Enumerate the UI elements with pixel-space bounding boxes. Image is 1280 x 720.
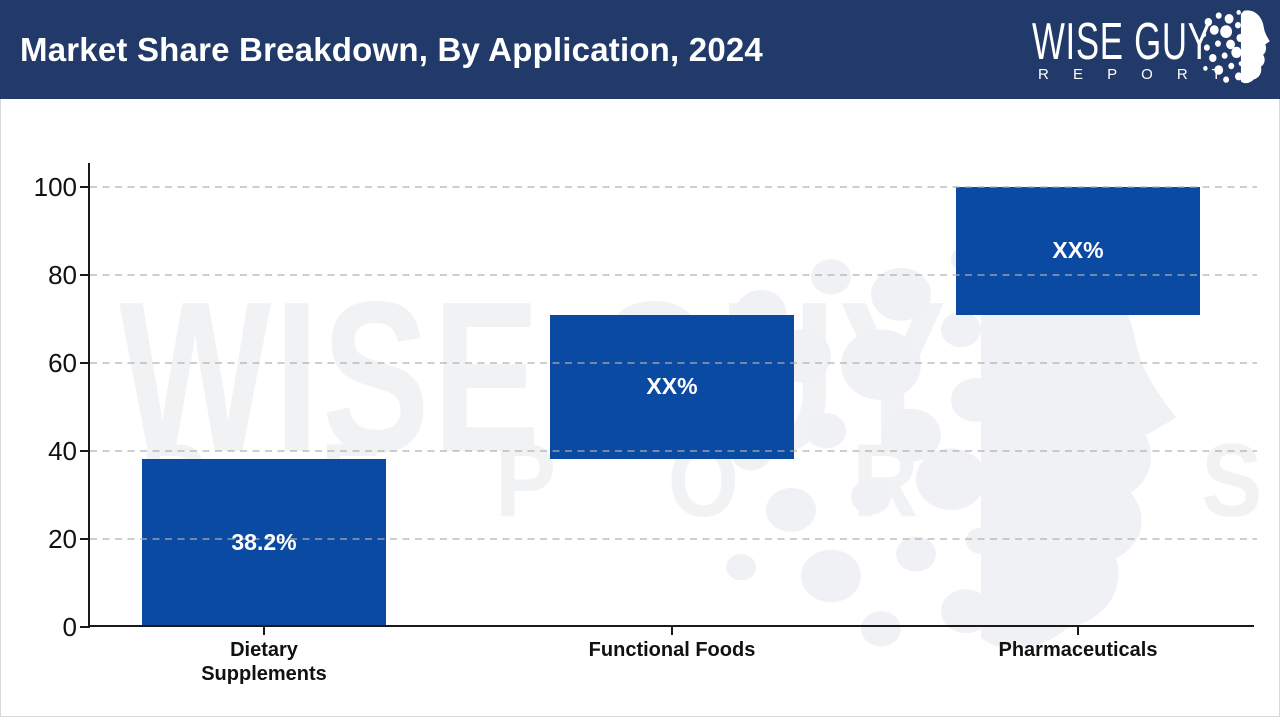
x-axis-tick-0: [263, 627, 265, 635]
gridline-60: [90, 362, 1257, 364]
logo-wordmark: WISE GUY: [1032, 13, 1212, 71]
y-axis-label-20: 20: [48, 524, 77, 554]
y-axis-tick-60: [80, 362, 88, 364]
gridline-40: [90, 450, 1257, 452]
bar-value-label-2: XX%: [1052, 237, 1104, 264]
gridline-100: [90, 186, 1257, 188]
y-axis-label-0: 0: [62, 612, 77, 642]
bar-chart-plot: 0 20 40 60 80 100 38.2% Dietary Supplements XX% F…: [1, 99, 1279, 716]
gridline-80: [90, 274, 1257, 276]
bar-1: [550, 314, 794, 459]
page-title: Market Share Breakdown, By Application, …: [20, 30, 763, 68]
logo-face-icon: [1198, 6, 1272, 86]
y-axis-label-80: 80: [48, 260, 77, 290]
y-axis-line: [88, 163, 90, 628]
logo-subtext: R E P O R T S: [1038, 66, 1265, 83]
y-axis-tick-40: [80, 450, 88, 452]
x-axis-label-2: Pharmaceuticals: [998, 639, 1158, 661]
y-axis-label-100: 100: [33, 172, 77, 202]
header: Market Share Breakdown, By Application, …: [0, 0, 1280, 99]
x-axis-label-0: Dietary Supplements: [201, 639, 327, 685]
wiseguy-logo: WISE GUY R E P O R T S: [1022, 0, 1274, 99]
y-axis-tick-0: [80, 626, 88, 628]
gridline-20: [90, 538, 1257, 540]
x-axis-line: [88, 625, 1254, 627]
y-axis-label-60: 60: [48, 348, 77, 378]
y-axis-label-40: 40: [48, 436, 77, 466]
y-axis-tick-80: [80, 274, 88, 276]
chart-area: WISE GUY R E P O R T S 0 20 40 60 80 100 38.2%…: [1, 99, 1279, 716]
bar-0: [142, 458, 386, 627]
bar-2: [956, 187, 1200, 315]
x-axis-label-1: Functional Foods: [588, 639, 756, 661]
y-axis-tick-20: [80, 538, 88, 540]
y-axis-tick-100: [80, 186, 88, 188]
x-axis-tick-1: [671, 627, 673, 635]
bar-value-label-1: XX%: [646, 373, 698, 400]
x-axis-tick-2: [1077, 627, 1079, 635]
bar-value-label-0: 38.2%: [231, 529, 297, 556]
